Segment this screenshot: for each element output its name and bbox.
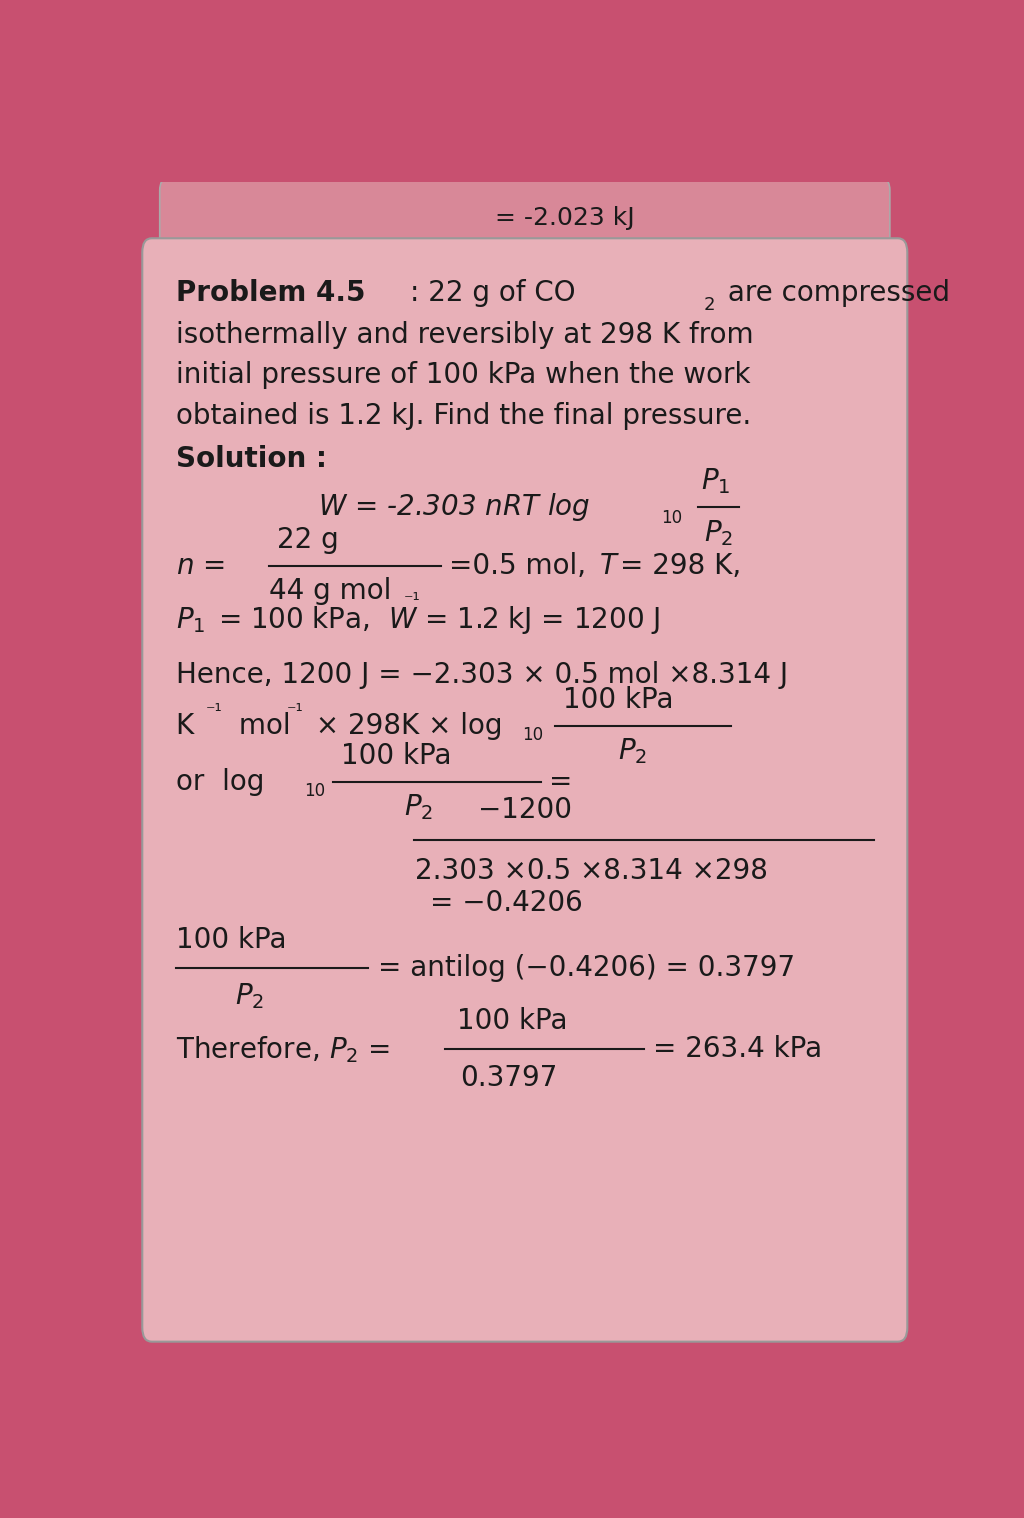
Text: Therefore, $P_2$ =: Therefore, $P_2$ =: [176, 1034, 390, 1064]
Text: ⁻¹: ⁻¹: [404, 592, 421, 610]
Text: 2.303 ×0.5 ×8.314 ×298: 2.303 ×0.5 ×8.314 ×298: [416, 856, 768, 885]
Text: Problem 4.5: Problem 4.5: [176, 279, 366, 307]
Text: $P_1$: $P_1$: [176, 606, 205, 636]
Text: or  log: or log: [176, 768, 264, 795]
Text: 44 g mol: 44 g mol: [269, 577, 391, 606]
Text: = −0.4206: = −0.4206: [430, 890, 583, 917]
Text: 10: 10: [521, 726, 543, 744]
Text: K: K: [176, 712, 194, 739]
Text: 10: 10: [304, 782, 326, 800]
Text: = antilog (−0.4206) = 0.3797: = antilog (−0.4206) = 0.3797: [378, 953, 795, 982]
Text: $P_2$: $P_2$: [404, 792, 433, 823]
Text: $P_1$: $P_1$: [701, 466, 730, 496]
Text: : 22 g of CO: : 22 g of CO: [410, 279, 575, 307]
Text: =0.5 mol,: =0.5 mol,: [450, 551, 595, 580]
Text: ⁻¹: ⁻¹: [287, 703, 303, 721]
Text: × 298K × log: × 298K × log: [306, 712, 502, 739]
Text: $n$ =: $n$ =: [176, 551, 224, 580]
Text: isothermally and reversibly at 298 K from: isothermally and reversibly at 298 K fro…: [176, 322, 754, 349]
Text: 2: 2: [703, 296, 715, 314]
Text: 100 kPa: 100 kPa: [458, 1008, 568, 1035]
Text: 22 g: 22 g: [278, 525, 339, 554]
Text: 100 kPa: 100 kPa: [176, 926, 286, 953]
Text: $W$ = -2.303 $nRT$ log: $W$ = -2.303 $nRT$ log: [318, 492, 591, 524]
Text: initial pressure of 100 kPa when the work: initial pressure of 100 kPa when the wor…: [176, 361, 751, 389]
FancyBboxPatch shape: [142, 238, 907, 1342]
Text: obtained is 1.2 kJ. Find the final pressure.: obtained is 1.2 kJ. Find the final press…: [176, 402, 751, 430]
Text: $P_2$: $P_2$: [618, 736, 647, 767]
FancyBboxPatch shape: [160, 179, 890, 258]
Text: 100 kPa: 100 kPa: [341, 742, 452, 770]
Text: $T$: $T$: [599, 551, 621, 580]
Text: 10: 10: [662, 509, 682, 527]
Text: = 263.4 kPa: = 263.4 kPa: [653, 1035, 822, 1064]
Text: 0.3797: 0.3797: [460, 1064, 557, 1091]
Text: Hence, 1200 J = −2.303 × 0.5 mol ×8.314 J: Hence, 1200 J = −2.303 × 0.5 mol ×8.314 …: [176, 662, 787, 689]
Text: $P_2$: $P_2$: [705, 518, 733, 548]
Text: ⁻¹: ⁻¹: [206, 703, 222, 721]
Text: = -2.023 kJ: = -2.023 kJ: [495, 206, 634, 231]
Text: $P_2$: $P_2$: [236, 981, 264, 1011]
Text: = 298 K,: = 298 K,: [620, 551, 741, 580]
Text: are compressed: are compressed: [719, 279, 950, 307]
Text: 100 kPa: 100 kPa: [563, 686, 674, 713]
Text: =: =: [549, 768, 572, 795]
Text: = 100 kPa,  $W$ = 1.2 kJ = 1200 J: = 100 kPa, $W$ = 1.2 kJ = 1200 J: [218, 604, 659, 636]
Text: Solution :: Solution :: [176, 445, 327, 474]
Text: mol: mol: [229, 712, 290, 739]
Text: −1200: −1200: [478, 795, 571, 824]
